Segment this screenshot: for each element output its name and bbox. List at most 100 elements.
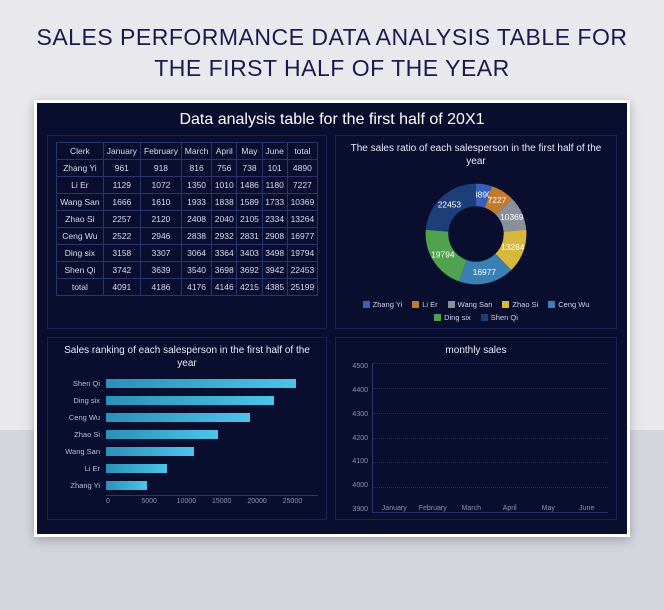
table-cell: 1933 (182, 194, 212, 211)
legend-swatch (412, 301, 419, 308)
hbar-label: Zhang Yi (56, 481, 106, 490)
hbar-label: Zhao Si (56, 430, 106, 439)
table-cell: 3158 (103, 245, 140, 262)
table-row: Shen Qi37423639354036983692394222453 (57, 262, 318, 279)
donut-slice-label: 19794 (431, 250, 455, 260)
hbar-bar (106, 481, 147, 490)
hbar-bar (106, 379, 296, 388)
legend-label: Wang San (458, 300, 493, 309)
vbar-ytick: 4500 (344, 363, 368, 370)
hbar-label: Shen Qi (56, 379, 106, 388)
vbar-gridline (373, 388, 608, 389)
donut-slice-label: 13264 (501, 242, 525, 252)
hbar-bar (106, 430, 218, 439)
table-cell: 2831 (237, 228, 262, 245)
table-cell: Ceng Wu (57, 228, 104, 245)
hbar-bar (106, 413, 250, 422)
vbar-ytick: 4200 (344, 435, 368, 442)
hbar-row: Ceng Wu (56, 410, 318, 424)
legend-label: Zhang Yi (373, 300, 403, 309)
data-table: ClerkJanuaryFebruaryMarchAprilMayJunetot… (56, 142, 318, 296)
table-header: May (237, 143, 262, 160)
hbar-xaxis: 0500010000150002000025000 (106, 495, 318, 505)
table-cell: Zhang Yi (57, 160, 104, 177)
legend-item: Shen Qi (481, 313, 518, 322)
table-cell: 738 (237, 160, 262, 177)
table-cell: 1610 (140, 194, 181, 211)
table-row: Wang San16661610193318381589173310369 (57, 194, 318, 211)
vbar-col: January (379, 502, 410, 512)
hbar-tick: 5000 (141, 498, 176, 505)
vbar-gridline (373, 438, 608, 439)
legend-swatch (481, 314, 488, 321)
hbar-row: Li Er (56, 461, 318, 475)
hbar-row: Zhao Si (56, 427, 318, 441)
table-cell: 3942 (262, 262, 287, 279)
legend-label: Ding six (444, 313, 471, 322)
table-header: April (212, 143, 237, 160)
legend-item: Ceng Wu (548, 300, 589, 309)
vbar-gridline (373, 512, 608, 513)
panel-vbar: monthly sales 45004400430042004100400039… (335, 337, 617, 520)
table-cell: 1589 (237, 194, 262, 211)
table-cell: 756 (212, 160, 237, 177)
table-cell: 3364 (212, 245, 237, 262)
hbar-label: Ceng Wu (56, 413, 106, 422)
table-cell: 1180 (262, 177, 287, 194)
legend-label: Ceng Wu (558, 300, 589, 309)
hbar-label: Ding six (56, 396, 106, 405)
table-cell: 16977 (287, 228, 317, 245)
legend-label: Shen Qi (491, 313, 518, 322)
vbar-chart: 4500440043004200410040003900 JanuaryFebr… (344, 363, 608, 513)
vbar-gridline (373, 413, 608, 414)
table-cell: 4186 (140, 279, 181, 296)
vbar-title: monthly sales (344, 344, 608, 357)
table-header: total (287, 143, 317, 160)
table-row: Ding six31583307306433643403349819794 (57, 245, 318, 262)
vbar-xlabel: January (382, 505, 407, 512)
table-cell: 1838 (212, 194, 237, 211)
donut-legend: Zhang YiLi ErWang SanZhao SiCeng WuDing … (344, 300, 608, 322)
vbar-col: June (572, 502, 603, 512)
table-cell: 2908 (262, 228, 287, 245)
table-cell: 3307 (140, 245, 181, 262)
table-cell: 19794 (287, 245, 317, 262)
legend-item: Ding six (434, 313, 471, 322)
vbar-gridline (373, 363, 608, 364)
hbar-label: Wang San (56, 447, 106, 456)
legend-swatch (548, 301, 555, 308)
hbar-row: Ding six (56, 393, 318, 407)
donut-title: The sales ratio of each salesperson in t… (344, 142, 608, 168)
table-cell: 1733 (262, 194, 287, 211)
table-cell: 1666 (103, 194, 140, 211)
table-cell: 10369 (287, 194, 317, 211)
table-cell: 4146 (212, 279, 237, 296)
legend-swatch (448, 301, 455, 308)
donut-slice-label: 10369 (500, 212, 524, 222)
page-title: SALES PERFORMANCE DATA ANALYSIS TABLE FO… (0, 0, 664, 100)
table-cell: 4091 (103, 279, 140, 296)
vbar-xlabel: June (579, 505, 594, 512)
table-cell: 3540 (182, 262, 212, 279)
donut-slice-label: 16977 (473, 267, 497, 277)
vbar-col: May (533, 502, 564, 512)
table-cell: 3639 (140, 262, 181, 279)
table-cell: 2040 (212, 211, 237, 228)
table-cell: 3064 (182, 245, 212, 262)
table-cell: Ding six (57, 245, 104, 262)
table-cell: 4215 (237, 279, 262, 296)
table-cell: 2334 (262, 211, 287, 228)
legend-item: Zhao Si (502, 300, 538, 309)
table-cell: 2838 (182, 228, 212, 245)
hbar-bar (106, 447, 194, 456)
hbar-row: Shen Qi (56, 376, 318, 390)
donut-slice-label: 22453 (438, 200, 462, 210)
vbar-gridline (373, 462, 608, 463)
table-header: February (140, 143, 181, 160)
vbar-ytick: 4300 (344, 411, 368, 418)
table-cell: 2105 (237, 211, 262, 228)
table-row: Li Er1129107213501010148611807227 (57, 177, 318, 194)
hbar-label: Li Er (56, 464, 106, 473)
table-cell: 918 (140, 160, 181, 177)
hbar-tick: 15000 (212, 498, 247, 505)
